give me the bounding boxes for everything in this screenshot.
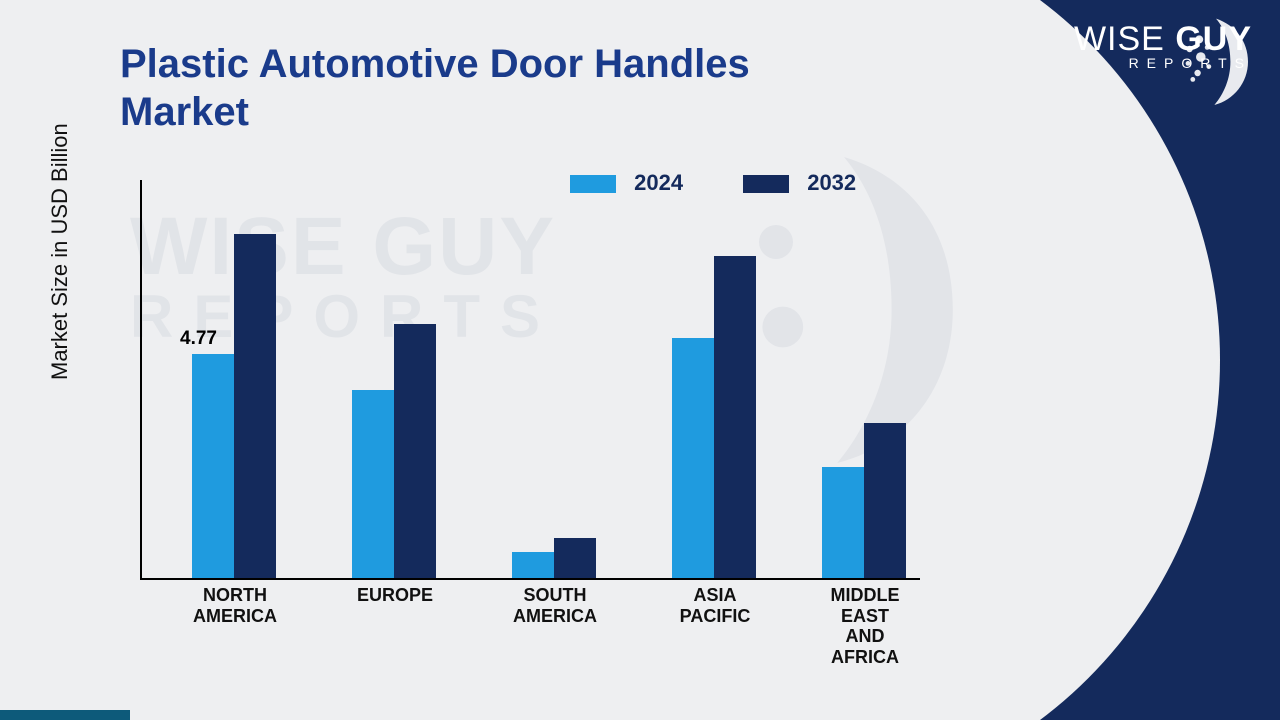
bar-value-label: 4.77 <box>180 328 217 350</box>
category-label: ASIAPACIFIC <box>650 585 780 626</box>
bar-2032 <box>554 538 596 578</box>
bar-2024 <box>512 552 554 578</box>
category-label: NORTHAMERICA <box>170 585 300 626</box>
y-axis-line <box>140 180 142 580</box>
bar-2032 <box>394 324 436 578</box>
page: WISE GUY REPORTS Plastic Automotive Door… <box>0 0 1280 720</box>
y-axis-label: Market Size in USD Billion <box>47 123 73 380</box>
accent-strip <box>0 710 130 720</box>
bar-2024 <box>192 354 234 578</box>
bar-2032 <box>234 234 276 578</box>
plot-area: 4.77 NORTHAMERICAEUROPESOUTHAMERICAASIAP… <box>140 180 920 580</box>
logo-head-icon <box>1172 16 1252 106</box>
bar-2024 <box>822 467 864 578</box>
x-axis-line <box>140 578 920 580</box>
bar-2032 <box>864 423 906 578</box>
bar-2024 <box>672 338 714 578</box>
category-label: SOUTHAMERICA <box>490 585 620 626</box>
bar-chart: Market Size in USD Billion 2024 2032 4.7… <box>100 180 920 650</box>
chart-title: Plastic Automotive Door Handles Market <box>120 40 760 136</box>
bar-2032 <box>714 256 756 578</box>
category-label: EUROPE <box>330 585 460 606</box>
logo-word1: WISE <box>1074 20 1165 58</box>
category-label: MIDDLEEASTANDAFRICA <box>800 585 930 668</box>
bar-2024 <box>352 390 394 578</box>
